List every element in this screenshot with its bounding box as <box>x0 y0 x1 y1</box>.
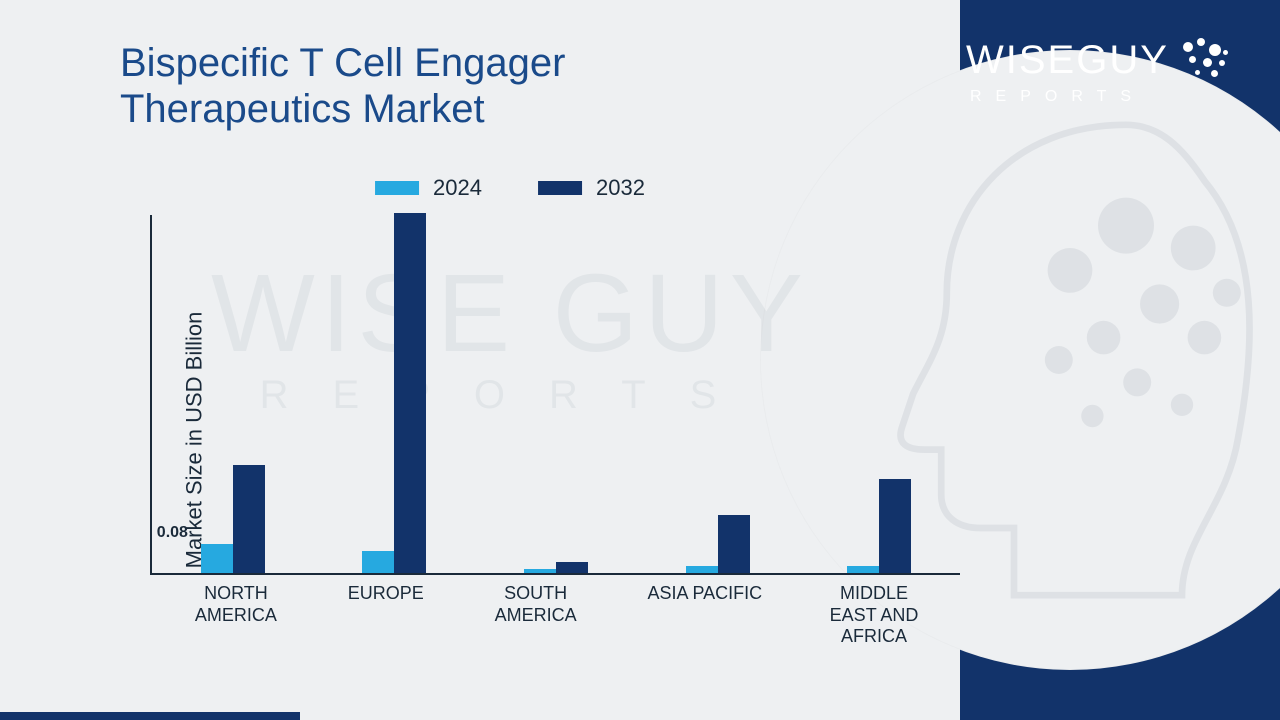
legend-item: 2032 <box>538 175 645 201</box>
bar-2032 <box>233 465 265 573</box>
bar-2024 <box>524 569 556 573</box>
category-label: NORTH AMERICA <box>176 575 296 705</box>
brand-logo: WISEGUY REPORTS <box>966 36 1246 106</box>
bar-2032 <box>556 562 588 573</box>
bar-groups: 0.08 <box>152 215 960 573</box>
brain-dots-icon <box>1179 36 1239 84</box>
bar-2024 <box>201 544 233 573</box>
bar-group <box>362 215 426 573</box>
bar-group: 0.08 <box>201 215 265 573</box>
bar-2024 <box>362 551 394 573</box>
brand-name-sub: REPORTS <box>966 88 1246 106</box>
category-label: EUROPE <box>348 575 424 705</box>
plot-area: 0.08 <box>150 215 960 575</box>
category-labels: NORTH AMERICA EUROPE SOUTH AMERICA ASIA PAC… <box>150 575 960 705</box>
bar-value-label: 0.08 <box>157 524 188 542</box>
chart-title: Bispecific T Cell Engager Therapeutics M… <box>120 40 760 132</box>
page-root: WISEGUY REPORTS Bispecific T Cell Engage… <box>0 0 1280 720</box>
chart-legend: 2024 2032 <box>375 175 645 201</box>
category-label: MIDDLE EAST AND AFRICA <box>814 575 934 705</box>
category-label: SOUTH AMERICA <box>476 575 596 705</box>
bar-2024 <box>686 566 718 573</box>
bar-2032 <box>718 515 750 573</box>
footer-accent-bar <box>0 712 300 720</box>
bar-chart: Market Size in USD Billion 2024 2032 0.0… <box>60 175 960 705</box>
legend-label: 2024 <box>433 175 482 201</box>
legend-swatch <box>538 181 582 195</box>
bar-2032 <box>394 213 426 573</box>
bar-group <box>847 215 911 573</box>
bar-group <box>686 215 750 573</box>
legend-swatch <box>375 181 419 195</box>
legend-item: 2024 <box>375 175 482 201</box>
brand-name-main: WISEGUY <box>966 40 1169 80</box>
category-label: ASIA PACIFIC <box>647 575 762 705</box>
bar-2032 <box>879 479 911 573</box>
bar-group <box>524 215 588 573</box>
bar-2024 <box>847 566 879 573</box>
legend-label: 2032 <box>596 175 645 201</box>
